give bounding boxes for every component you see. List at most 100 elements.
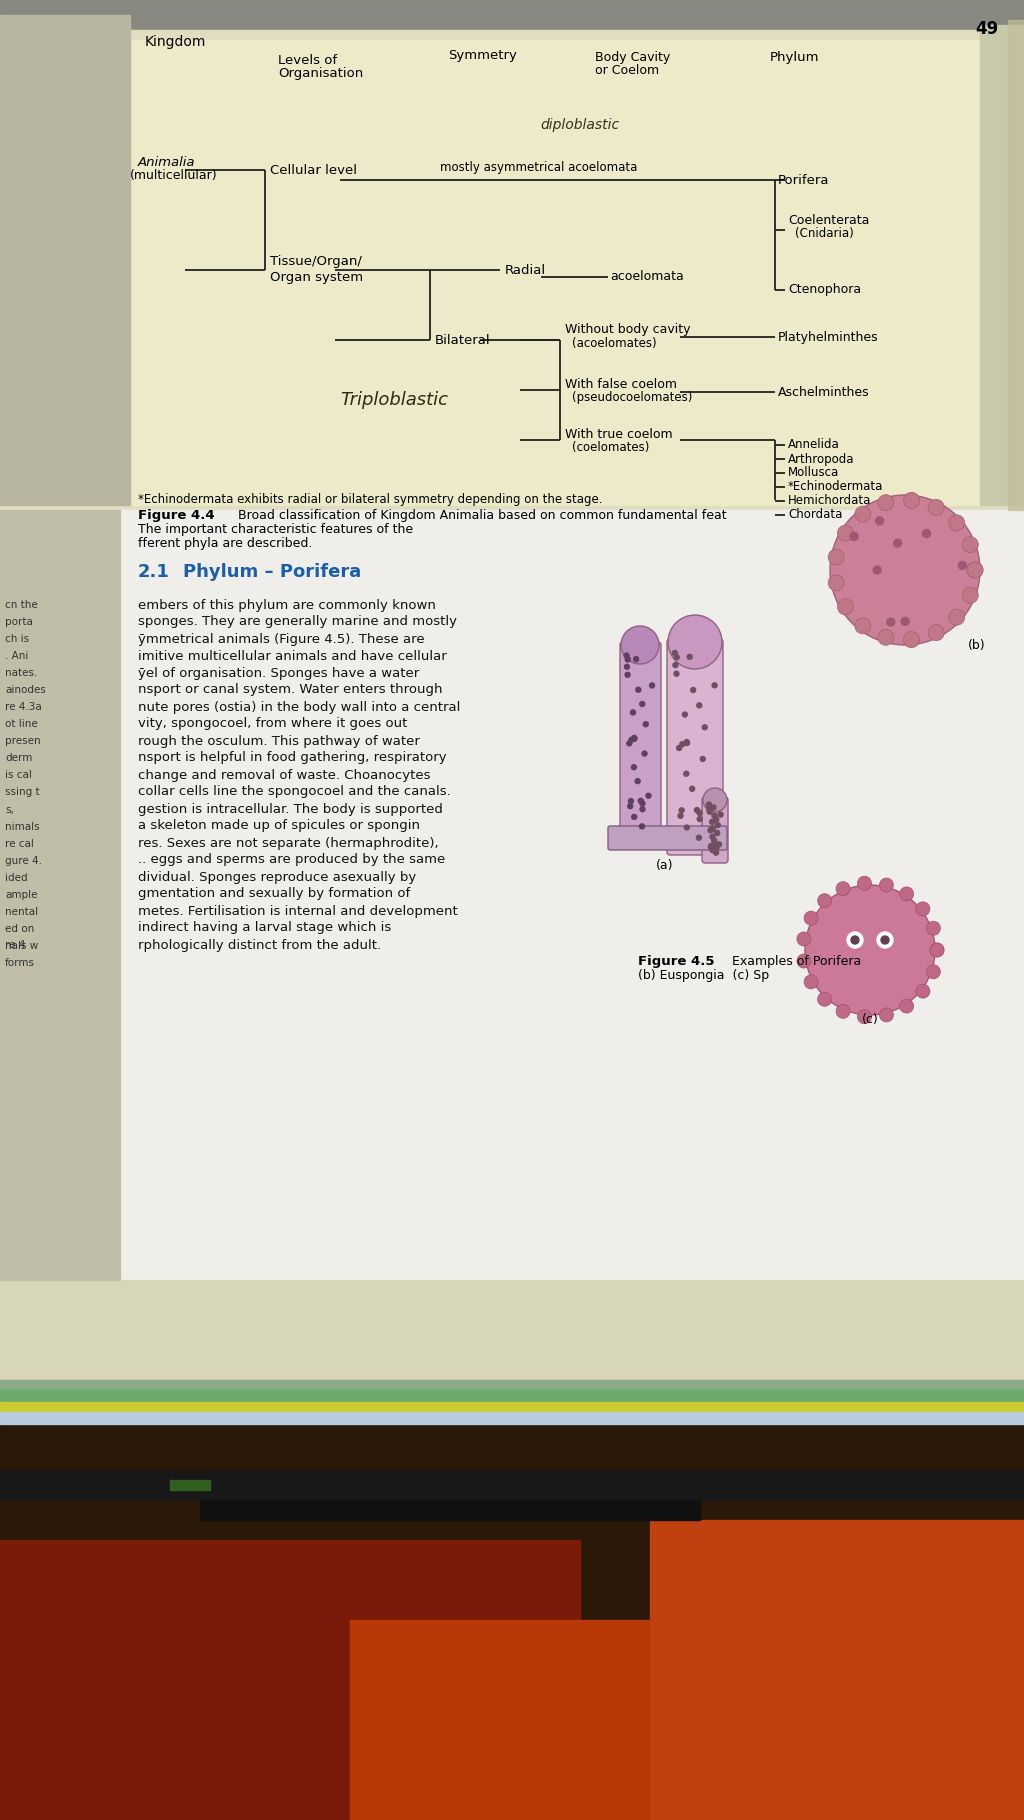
Bar: [350, 1620, 750, 1820]
Circle shape: [694, 808, 699, 812]
Text: ot line: ot line: [5, 719, 38, 730]
Text: cn the: cn the: [5, 601, 38, 610]
Circle shape: [707, 806, 712, 812]
Text: gestion is intracellular. The body is supported: gestion is intracellular. The body is su…: [138, 803, 442, 815]
Circle shape: [640, 824, 644, 828]
Circle shape: [707, 804, 712, 810]
Circle shape: [714, 850, 719, 855]
Circle shape: [838, 526, 853, 541]
Circle shape: [836, 881, 850, 895]
Circle shape: [713, 843, 718, 848]
Bar: [130, 40, 1020, 504]
Circle shape: [710, 819, 715, 824]
Circle shape: [682, 712, 687, 717]
Circle shape: [900, 886, 913, 901]
Text: nental: nental: [5, 906, 38, 917]
Text: Organ system: Organ system: [270, 271, 364, 284]
Circle shape: [817, 894, 831, 908]
Circle shape: [847, 932, 863, 948]
Text: Tissue/Organ/: Tissue/Organ/: [270, 255, 361, 269]
Circle shape: [880, 877, 894, 892]
Circle shape: [668, 615, 722, 670]
FancyBboxPatch shape: [620, 642, 662, 843]
Circle shape: [684, 772, 689, 775]
Text: Symmetry: Symmetry: [449, 49, 517, 62]
Circle shape: [948, 610, 965, 624]
Circle shape: [684, 824, 689, 830]
Circle shape: [873, 566, 882, 573]
Circle shape: [634, 657, 639, 662]
Text: Mollusca: Mollusca: [788, 466, 840, 479]
Circle shape: [855, 617, 870, 633]
Text: embers of this phylum are commonly known: embers of this phylum are commonly known: [138, 599, 436, 612]
Circle shape: [901, 617, 909, 626]
Text: Figure 4.4: Figure 4.4: [138, 508, 215, 522]
Circle shape: [673, 662, 678, 668]
Bar: [0, 510, 120, 1279]
Text: Coelenterata: Coelenterata: [788, 213, 869, 226]
Circle shape: [678, 814, 683, 819]
Circle shape: [928, 499, 944, 515]
Circle shape: [697, 817, 702, 821]
Text: Chordata: Chordata: [788, 508, 843, 522]
Text: Animalia: Animalia: [138, 155, 196, 169]
Text: (c): (c): [861, 1014, 879, 1026]
Circle shape: [805, 885, 935, 1016]
Circle shape: [624, 653, 629, 659]
Circle shape: [878, 495, 894, 511]
Circle shape: [677, 746, 682, 750]
Text: is cal: is cal: [5, 770, 32, 781]
Text: (Cnidaria): (Cnidaria): [795, 226, 854, 240]
Circle shape: [948, 515, 965, 531]
Text: 49: 49: [975, 20, 998, 38]
Text: ample: ample: [5, 890, 38, 901]
Bar: [0, 1540, 580, 1820]
Text: collar cells line the spongocoel and the canals.: collar cells line the spongocoel and the…: [138, 786, 451, 799]
Text: ch is: ch is: [5, 633, 33, 644]
Text: acoelomata: acoelomata: [610, 271, 684, 284]
Circle shape: [712, 837, 717, 843]
Circle shape: [707, 803, 712, 806]
Circle shape: [963, 537, 978, 553]
FancyBboxPatch shape: [608, 826, 727, 850]
Text: a skeleton made up of spicules or spongin: a skeleton made up of spicules or spongi…: [138, 819, 420, 832]
Text: Figure 4.5: Figure 4.5: [638, 956, 715, 968]
Circle shape: [625, 664, 630, 670]
Circle shape: [928, 624, 944, 641]
Text: Arthropoda: Arthropoda: [788, 453, 854, 466]
FancyBboxPatch shape: [702, 797, 728, 863]
Text: Kingdom: Kingdom: [145, 35, 207, 49]
Circle shape: [878, 630, 894, 646]
Circle shape: [923, 530, 931, 537]
Text: nals w: nals w: [5, 941, 38, 952]
Text: imitive multicellular animals and have cellular: imitive multicellular animals and have c…: [138, 650, 446, 662]
Text: fferent phyla are described.: fferent phyla are described.: [138, 537, 312, 550]
Circle shape: [927, 965, 940, 979]
Text: derm: derm: [5, 753, 33, 763]
Bar: [0, 510, 1024, 1279]
Text: res. Sexes are not separate (hermaphrodite),: res. Sexes are not separate (hermaphrodi…: [138, 837, 438, 850]
Circle shape: [930, 943, 944, 957]
Circle shape: [679, 808, 684, 814]
Text: Broad classification of Kingdom Animalia based on common fundamental feat: Broad classification of Kingdom Animalia…: [230, 508, 727, 522]
Bar: [200, 1500, 700, 1520]
Text: *Echinodermata exhibits radial or bilateral symmetry depending on the stage.: *Echinodermata exhibits radial or bilate…: [138, 493, 602, 506]
Circle shape: [621, 626, 659, 664]
Circle shape: [930, 943, 944, 957]
Bar: [0, 1423, 1024, 1820]
Text: Organisation: Organisation: [278, 67, 364, 80]
Text: vity, spongocoel, from where it goes out: vity, spongocoel, from where it goes out: [138, 717, 408, 730]
Text: Platyhelminthes: Platyhelminthes: [778, 331, 879, 344]
Circle shape: [640, 801, 645, 806]
Text: Aschelminthes: Aschelminthes: [778, 386, 869, 399]
Circle shape: [900, 999, 913, 1014]
Circle shape: [628, 804, 633, 808]
Circle shape: [626, 657, 630, 662]
Circle shape: [687, 655, 692, 659]
Text: ssing t: ssing t: [5, 786, 40, 797]
Bar: [0, 1401, 1024, 1412]
Text: gure 4.: gure 4.: [5, 855, 42, 866]
Circle shape: [880, 1008, 894, 1023]
Text: Annelida: Annelida: [788, 439, 840, 451]
Circle shape: [927, 921, 940, 935]
